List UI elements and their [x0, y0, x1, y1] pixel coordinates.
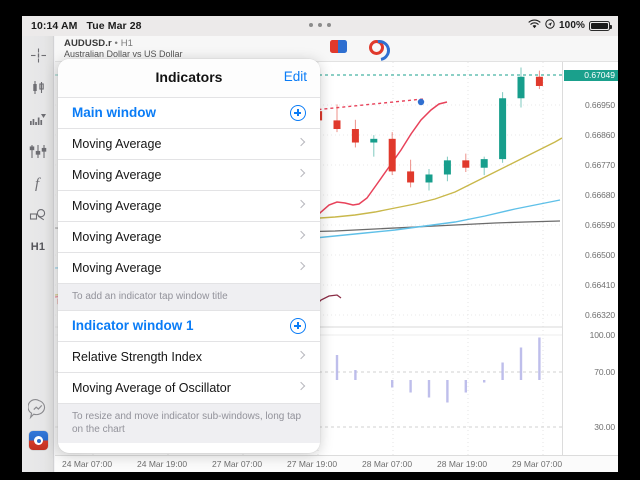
time-axis: 24 Mar 07:00 24 Mar 19:00 27 Mar 07:00 2…: [55, 455, 618, 472]
price-axis: 0.67049 0.66950 0.66860 0.66770 0.66680 …: [562, 62, 618, 464]
status-bar-left: 10:14 AM Tue Mar 28: [31, 20, 142, 32]
chat-chart-icon[interactable]: [27, 398, 50, 420]
section-note-indicator-window-1: To resize and move indicator sub-windows…: [58, 403, 320, 443]
settings-sliders-icon[interactable]: [22, 136, 54, 166]
list-item-label: Moving Average of Oscillator: [72, 381, 231, 395]
chevron-right-icon: [296, 261, 306, 271]
price-tick: 0.66410: [584, 280, 615, 290]
bar-chart-icon[interactable]: [22, 104, 54, 134]
chevron-right-icon: [296, 381, 306, 391]
crosshair-icon[interactable]: [22, 40, 54, 70]
list-item-label: Moving Average: [72, 261, 162, 275]
chevron-right-icon: [296, 137, 306, 147]
price-tick: 0.66950: [584, 100, 615, 110]
page-title: Indicators: [155, 69, 223, 85]
timeframe-button[interactable]: H1: [30, 241, 46, 253]
popover-header: Indicators Edit: [58, 59, 320, 97]
wifi-icon: [528, 19, 541, 32]
edit-button[interactable]: Edit: [283, 69, 307, 84]
list-item[interactable]: Moving Average: [58, 190, 320, 221]
section-header-main-window[interactable]: Main window: [58, 97, 320, 128]
price-tick: 0.66500: [584, 250, 615, 260]
chevron-right-icon: [296, 350, 306, 360]
list-item-label: Relative Strength Index: [72, 350, 202, 364]
multitask-dots-icon[interactable]: [309, 23, 331, 27]
time-tick: 28 Mar 07:00: [362, 459, 413, 469]
chevron-right-icon: [296, 168, 306, 178]
list-item-label: Moving Average: [72, 199, 162, 213]
ios-status-bar: 10:14 AM Tue Mar 28 100%: [22, 16, 618, 36]
status-bar-right: 100%: [528, 19, 613, 32]
indicators-popover[interactable]: Indicators Edit Main window Moving Avera…: [58, 59, 320, 453]
rsi-tick: 30.00: [594, 422, 615, 432]
time-tick: 29 Mar 07:00: [512, 459, 563, 469]
list-item[interactable]: Moving Average: [58, 221, 320, 252]
list-item[interactable]: Moving Average: [58, 128, 320, 159]
list-item[interactable]: Relative Strength Index: [58, 341, 320, 372]
section-title: Indicator window 1: [72, 318, 194, 333]
price-tick: 0.66590: [584, 220, 615, 230]
section-note-main-window: To add an indicator tap window title: [58, 283, 320, 310]
chevron-right-icon: [296, 230, 306, 240]
chart-header-icons: [330, 40, 384, 55]
location-icon: [545, 19, 555, 32]
objects-icon[interactable]: [22, 200, 54, 230]
list-item-label: Moving Average: [72, 168, 162, 182]
price-tick: 0.66860: [584, 130, 615, 140]
time-tick: 27 Mar 07:00: [212, 459, 263, 469]
time-tick: 28 Mar 19:00: [437, 459, 488, 469]
battery-percent-label: 100%: [559, 20, 585, 31]
price-tick: 0.66320: [584, 310, 615, 320]
chevron-right-icon: [296, 199, 306, 209]
price-tick: 0.66770: [584, 160, 615, 170]
function-icon[interactable]: f: [22, 168, 54, 198]
dot: [318, 23, 322, 27]
note-text: To resize and move indicator sub-windows…: [72, 411, 302, 435]
status-bar-date: Tue Mar 28: [86, 20, 142, 32]
rsi-tick: 100.00: [589, 330, 616, 340]
section-title: Main window: [72, 105, 156, 120]
time-tick: 24 Mar 19:00: [137, 459, 188, 469]
clock-pie-icon[interactable]: [369, 40, 384, 55]
note-text: To add an indicator tap window title: [72, 291, 228, 302]
battery-icon: [589, 20, 613, 31]
plus-circle-icon[interactable]: [290, 318, 306, 334]
tool-sidebar: f H1: [22, 36, 54, 472]
list-item[interactable]: Moving Average: [58, 252, 320, 283]
status-bar-time: 10:14 AM: [31, 20, 78, 32]
chart-header: AUDUSD.r • H1 Australian Dollar vs US Do…: [55, 36, 618, 62]
symbol-name: AUDUSD.r: [64, 38, 112, 49]
time-tick: 27 Mar 19:00: [287, 459, 338, 469]
current-price-label: 0.67049: [564, 70, 618, 81]
symbol-title: AUDUSD.r • H1: [64, 38, 133, 49]
metatrader-app-icon[interactable]: [29, 431, 48, 450]
section-header-indicator-window-1[interactable]: Indicator window 1: [58, 310, 320, 341]
candlestick-icon[interactable]: [22, 72, 54, 102]
plus-circle-icon[interactable]: [290, 105, 306, 121]
symbol-separator: •: [114, 38, 118, 49]
ipad-screen: 10:14 AM Tue Mar 28 100%: [22, 16, 618, 472]
list-item[interactable]: Moving Average of Oscillator: [58, 372, 320, 403]
rsi-tick: 70.00: [594, 367, 615, 377]
price-tick: 0.66680: [584, 190, 615, 200]
dot: [327, 23, 331, 27]
symbol-description: Australian Dollar vs US Dollar: [64, 49, 183, 59]
list-item[interactable]: Moving Average: [58, 159, 320, 190]
svg-text:f: f: [35, 176, 41, 192]
time-tick: 24 Mar 07:00: [62, 459, 113, 469]
dot: [309, 23, 313, 27]
list-item-label: Moving Average: [72, 230, 162, 244]
symbol-timeframe: H1: [120, 38, 134, 49]
trade-box-icon[interactable]: [330, 40, 347, 53]
list-item-label: Moving Average: [72, 137, 162, 151]
